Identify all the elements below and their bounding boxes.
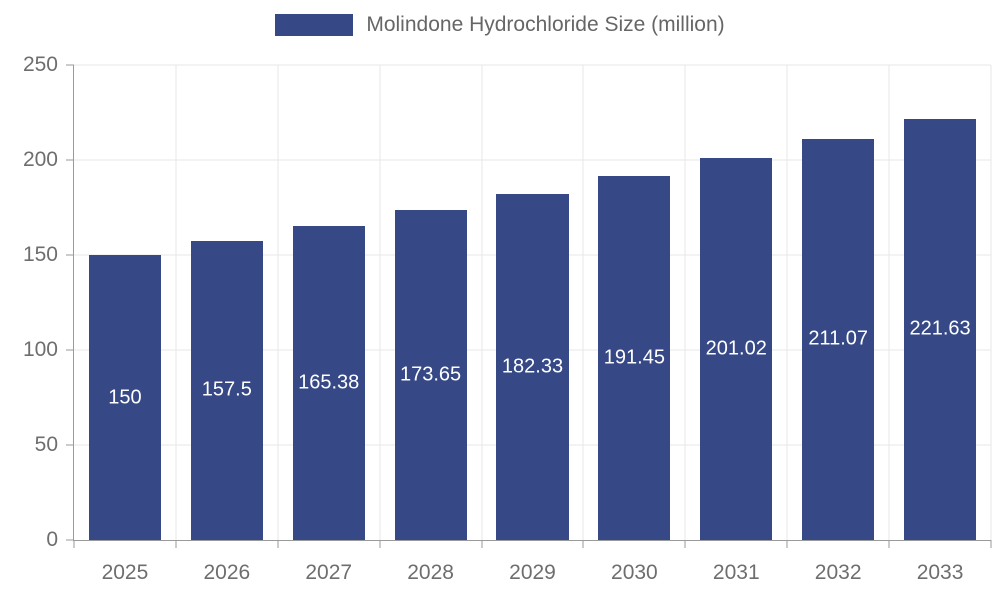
horizontal-gridline	[74, 64, 991, 66]
bar[interactable]: 191.45	[598, 176, 671, 540]
vertical-gridline	[888, 65, 890, 540]
vertical-gridline	[582, 65, 584, 540]
y-axis-tick-label: 50	[34, 433, 58, 456]
x-axis-tick-label: 2033	[916, 561, 964, 584]
y-axis-tick-label: 250	[22, 53, 58, 76]
bar-value-label: 157.5	[201, 378, 252, 401]
vertical-gridline	[990, 65, 992, 540]
bar[interactable]: 211.07	[802, 138, 875, 540]
bar-value-label: 191.45	[603, 346, 665, 369]
horizontal-gridline	[74, 159, 991, 161]
vertical-gridline	[277, 65, 279, 540]
y-axis-tick-label: 100	[22, 338, 58, 361]
legend-label: Molindone Hydrochloride Size (million)	[366, 13, 725, 36]
vertical-gridline	[379, 65, 381, 540]
x-axis-tick	[684, 540, 686, 548]
y-axis-tick-label: 200	[22, 148, 58, 171]
legend[interactable]: Molindone Hydrochloride Size (million)	[0, 13, 1000, 37]
x-axis-tick	[990, 540, 992, 548]
x-axis-tick-label: 2025	[101, 561, 149, 584]
x-axis-tick	[379, 540, 381, 548]
vertical-gridline	[481, 65, 483, 540]
y-axis-tick-label: 0	[46, 528, 58, 551]
y-axis-tick-label: 150	[22, 243, 58, 266]
bar[interactable]: 221.63	[904, 118, 977, 540]
y-axis-tick	[66, 254, 74, 256]
bar-value-label: 150	[108, 386, 142, 408]
vertical-gridline	[175, 65, 177, 540]
x-axis-tick-label: 2027	[305, 561, 353, 584]
x-axis-tick-label: 2030	[611, 561, 658, 584]
x-axis-tick-label: 2029	[509, 561, 556, 584]
bar-value-label: 173.65	[400, 363, 462, 386]
y-axis-tick	[66, 539, 74, 541]
y-axis-tick	[66, 349, 74, 351]
x-axis-tick-label: 2031	[712, 561, 760, 584]
bar[interactable]: 165.38	[292, 225, 365, 540]
plot-area: 0 50 100 150 200 250 2025 2026 2027 2028 2029 2030 2…	[23, 53, 992, 584]
bar-value-label: 221.63	[909, 317, 971, 340]
x-axis-tick-label: 2026	[203, 561, 251, 584]
y-axis-tick	[66, 159, 74, 161]
y-axis-tick	[66, 64, 74, 66]
bar-value-label: 201.02	[705, 337, 767, 360]
x-axis-tick	[175, 540, 177, 548]
x-axis-tick	[582, 540, 584, 548]
bar-value-label: 165.38	[298, 371, 360, 394]
x-axis-tick	[888, 540, 890, 548]
x-axis-tick-label: 2032	[814, 561, 862, 584]
bar-value-label: 211.07	[808, 327, 868, 350]
bar[interactable]: 201.02	[700, 158, 773, 540]
vertical-gridline	[684, 65, 686, 540]
bar[interactable]: 150	[88, 255, 161, 540]
vertical-gridline	[786, 65, 788, 540]
bar-value-label: 182.33	[501, 355, 564, 378]
legend-swatch	[275, 14, 354, 36]
bar[interactable]: 173.65	[394, 210, 467, 540]
bar[interactable]: 157.5	[190, 240, 263, 540]
x-axis-tick	[73, 540, 75, 548]
bar[interactable]: 182.33	[496, 193, 569, 540]
x-axis-tick	[786, 540, 788, 548]
x-axis-tick	[481, 540, 483, 548]
y-axis-tick	[66, 444, 74, 446]
x-axis-tick	[277, 540, 279, 548]
x-axis-tick-label: 2028	[407, 561, 454, 584]
